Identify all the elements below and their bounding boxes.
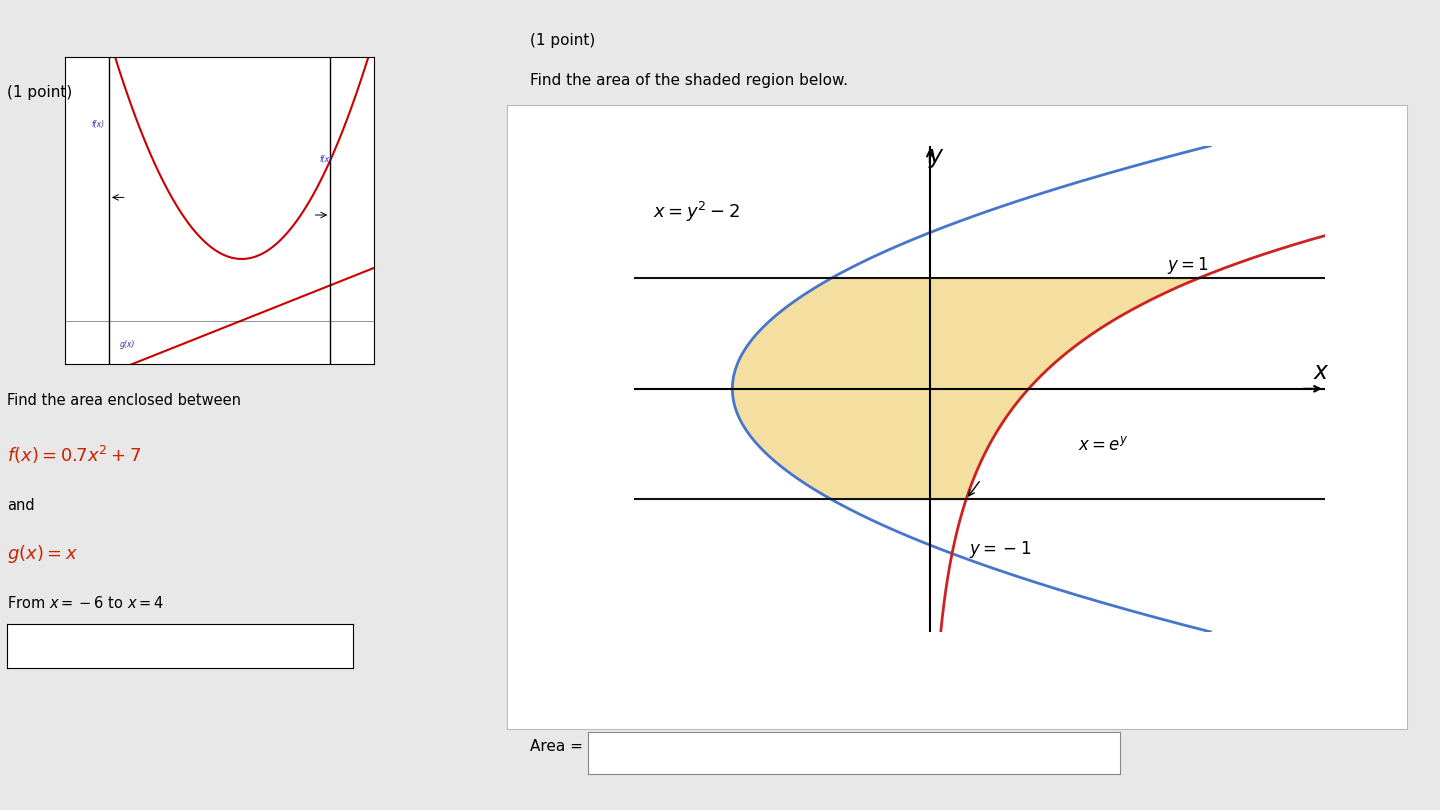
Text: $x = e^y$: $x = e^y$ bbox=[1079, 436, 1129, 454]
Text: Find the area enclosed between: Find the area enclosed between bbox=[7, 393, 242, 408]
Text: From $x = -6$ to $x = 4$: From $x = -6$ to $x = 4$ bbox=[7, 595, 164, 611]
Text: f(x): f(x) bbox=[320, 156, 333, 164]
Text: $x = y^2 - 2$: $x = y^2 - 2$ bbox=[654, 199, 740, 224]
Text: $y$: $y$ bbox=[929, 146, 945, 170]
Text: f(x): f(x) bbox=[91, 120, 105, 129]
Text: $x$: $x$ bbox=[1313, 360, 1329, 384]
Text: $f(x) = 0.7x^2 + 7$: $f(x) = 0.7x^2 + 7$ bbox=[7, 444, 141, 466]
Text: g(x): g(x) bbox=[120, 340, 135, 349]
Text: Area =: Area = bbox=[530, 739, 583, 754]
Text: (1 point): (1 point) bbox=[530, 32, 595, 48]
Text: $g(x) = x$: $g(x) = x$ bbox=[7, 543, 78, 565]
Text: $y = -1$: $y = -1$ bbox=[969, 539, 1031, 561]
Text: and: and bbox=[7, 498, 35, 514]
Text: Find the area of the shaded region below.: Find the area of the shaded region below… bbox=[530, 73, 848, 88]
Text: (1 point): (1 point) bbox=[7, 85, 72, 100]
Text: $y = 1$: $y = 1$ bbox=[1166, 254, 1208, 275]
